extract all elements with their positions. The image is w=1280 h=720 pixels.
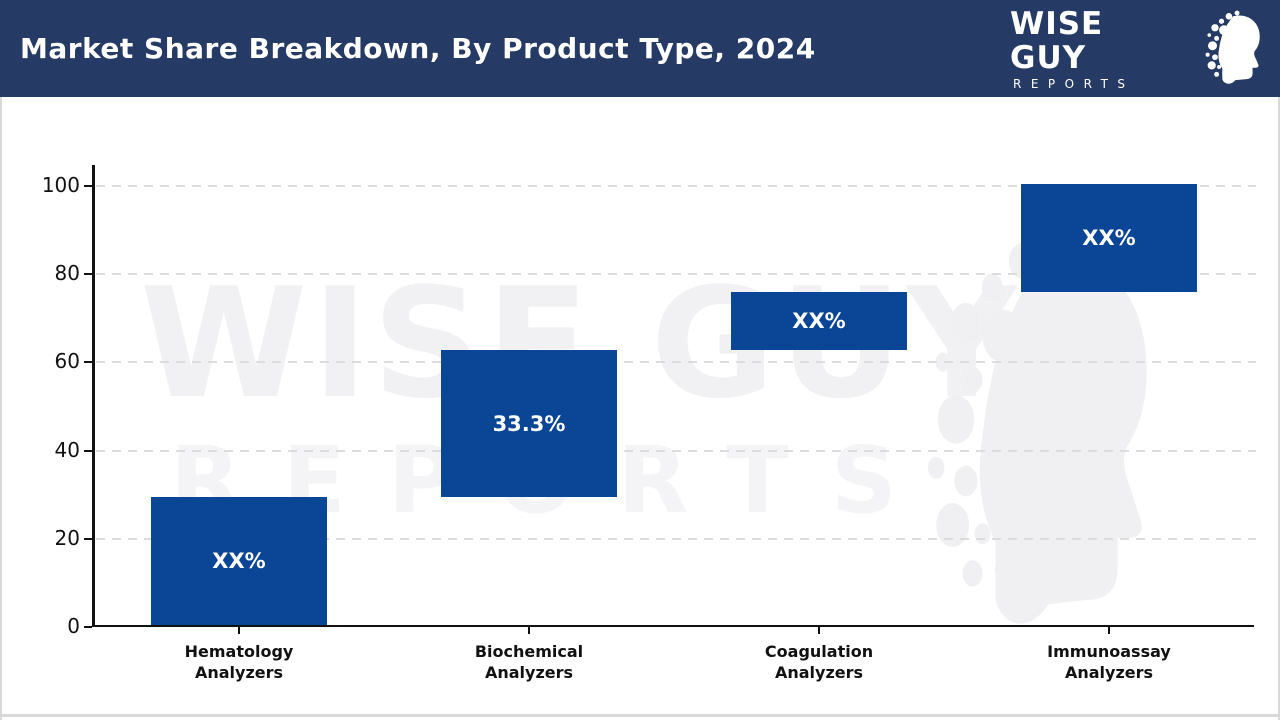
- y-tick-mark-40: [84, 449, 92, 452]
- y-tick-label-40: 40: [54, 437, 80, 462]
- y-tick-mark-0: [84, 626, 92, 628]
- x-axis-label-coagulation-analyzers: Coagulation Analyzers: [764, 642, 874, 682]
- bottom-border: [2, 714, 1278, 717]
- bar-value-label-immunoassay-analyzers: XX%: [1082, 225, 1136, 250]
- plot-area: 0 20 40 60 80 100 XX% Hematology Analyzers 33.3% B…: [42, 165, 1256, 682]
- logo: WISE GUY REPORTS: [1010, 6, 1270, 92]
- gridline-100: [96, 185, 1256, 187]
- y-tick-label-20: 20: [54, 525, 80, 550]
- chart-area: WISE GUY REPORTS 020406080100XX%Hematolo…: [0, 97, 1280, 720]
- y-tick-label-60: 60: [54, 349, 80, 374]
- y-tick-mark-80: [84, 273, 92, 276]
- logo-reports-text: REPORTS: [1013, 77, 1135, 91]
- y-tick-label-0: 0: [67, 614, 80, 638]
- gridline-40: [96, 449, 1256, 452]
- x-tick-mark-coagulation-analyzers: [818, 627, 820, 634]
- watermark-head-icon: [857, 217, 1187, 657]
- bar-value-label-coagulation-analyzers: XX%: [792, 308, 846, 333]
- logo-wiseguy-text: WISE GUY: [1010, 6, 1104, 76]
- bar-hematology-analyzers: XX%: [151, 497, 327, 625]
- y-tick-mark-60: [84, 361, 92, 364]
- gridline-60: [96, 361, 1256, 364]
- bar-biochemical-analyzers: 33.3%: [441, 350, 617, 498]
- x-axis-line: [92, 624, 1254, 627]
- y-tick-mark-20: [84, 537, 92, 540]
- x-axis-label-hematology-analyzers: Hematology Analyzers: [184, 642, 294, 682]
- y-tick-mark-100: [84, 185, 92, 187]
- y-tick-label-80: 80: [54, 261, 80, 286]
- bar-value-label-hematology-analyzers: XX%: [212, 549, 266, 574]
- y-tick-label-100: 100: [41, 173, 80, 197]
- x-axis-label-biochemical-analyzers: Biochemical Analyzers: [474, 642, 584, 682]
- bar-coagulation-analyzers: XX%: [731, 291, 907, 351]
- y-axis-line: [92, 165, 95, 627]
- gridline-80: [96, 273, 1256, 276]
- x-tick-mark-immunoassay-analyzers: [1108, 627, 1110, 634]
- x-axis-label-immunoassay-analyzers: Immunoassay Analyzers: [1047, 642, 1171, 682]
- page-title: Market Share Breakdown, By Product Type,…: [20, 32, 816, 65]
- wiseguy-head-icon: [1188, 7, 1270, 91]
- logo-wordmark: WISE GUY REPORTS: [1010, 7, 1186, 91]
- gridline-20: [96, 537, 1256, 540]
- bar-immunoassay-analyzers: XX%: [1021, 184, 1197, 292]
- x-tick-mark-biochemical-analyzers: [528, 627, 530, 634]
- bar-value-label-biochemical-analyzers: 33.3%: [492, 411, 566, 436]
- x-tick-mark-hematology-analyzers: [238, 627, 240, 634]
- header-bar: Market Share Breakdown, By Product Type,…: [0, 0, 1280, 97]
